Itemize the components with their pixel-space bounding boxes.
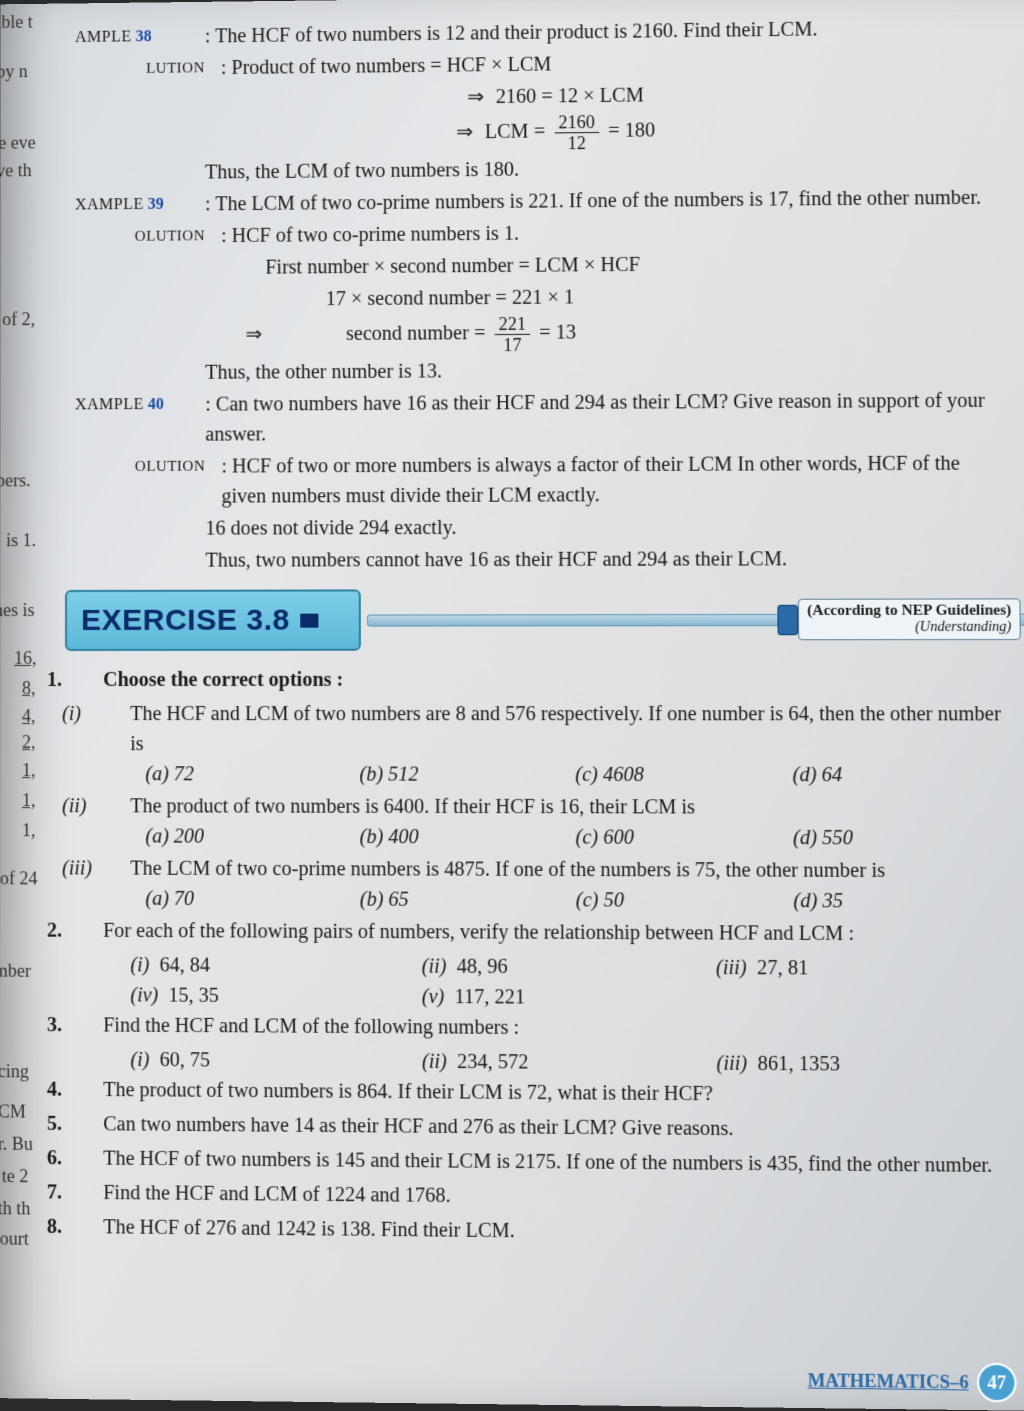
page-number: 47 bbox=[977, 1363, 1017, 1403]
option-b: (b) 512 bbox=[359, 763, 418, 785]
q1-ii-options: (a) 200 (b) 400 (c) 600 (d) 550 bbox=[145, 821, 1012, 853]
frag: 2, bbox=[22, 732, 36, 754]
math-lhs: LCM = bbox=[485, 121, 545, 144]
frag: e eve bbox=[0, 133, 36, 155]
flag-icon bbox=[300, 613, 318, 627]
solution-label: LUTION bbox=[146, 60, 205, 77]
question-5: 5.Can two numbers have 14 as their HCF a… bbox=[103, 1109, 1014, 1146]
book-title: MATHEMATICS–6 bbox=[808, 1370, 969, 1393]
question-2: 2.For each of the following pairs of num… bbox=[103, 916, 1013, 950]
frag: mber bbox=[0, 961, 31, 983]
math-result: = 13 bbox=[539, 322, 576, 344]
frag: ve th bbox=[0, 160, 32, 182]
frag: of 2, bbox=[2, 309, 35, 331]
exercise-title: EXERCISE 3.8 bbox=[65, 589, 361, 651]
frag: 16, bbox=[14, 648, 37, 670]
option-c: (c) 600 bbox=[575, 826, 634, 848]
frag: fourt bbox=[0, 1228, 29, 1250]
page-content: AMPLE 38 : The HCF of two numbers is 12 … bbox=[75, 12, 1015, 1255]
question-7: 7.Find the HCF and LCM of 1224 and 1768. bbox=[103, 1178, 1015, 1216]
math-step: First number × second number = LCM × HCF bbox=[205, 247, 1007, 283]
frag: of 24 bbox=[0, 868, 37, 890]
q1-ii: (ii)The product of two numbers is 6400. … bbox=[130, 791, 1012, 823]
math-lhs: second number = bbox=[346, 322, 485, 345]
fraction: 22117 bbox=[494, 315, 530, 354]
solution-label: OLUTION bbox=[135, 459, 205, 475]
question-6: 6.The HCF of two numbers is 145 and thei… bbox=[103, 1143, 1015, 1181]
solution-line: 16 does not divide 294 exactly. bbox=[205, 511, 1009, 544]
question-3: 3.Find the HCF and LCM of the following … bbox=[103, 1010, 1014, 1046]
frag: CM bbox=[0, 1101, 26, 1123]
example-number: 38 bbox=[136, 28, 152, 45]
example-40: XAMPLE 40 : Can two numbers have 16 as t… bbox=[75, 385, 1009, 450]
q1-iii-options: (a) 70 (b) 65 (c) 50 (d) 35 bbox=[145, 884, 1012, 917]
question-8: 8.The HCF of 276 and 1242 is 138. Find t… bbox=[103, 1212, 1015, 1251]
conclusion: Thus, the LCM of two numbers is 180. bbox=[205, 150, 1007, 187]
implies-arrow: ⇒ bbox=[460, 82, 490, 112]
conclusion: Thus, the other number is 13. bbox=[205, 353, 1008, 388]
option-a: (a) 72 bbox=[145, 763, 194, 785]
frag: 1, bbox=[22, 790, 36, 812]
example-number: 40 bbox=[148, 396, 164, 413]
math-step: 17 × second number = 221 × 1 bbox=[205, 279, 1008, 315]
frag: 8, bbox=[22, 678, 36, 700]
option-d: (d) 550 bbox=[793, 827, 853, 850]
option-a: (a) 70 bbox=[145, 888, 194, 910]
solution-label: OLUTION bbox=[135, 228, 205, 244]
frag: te 2 bbox=[2, 1166, 29, 1188]
option-b: (b) 65 bbox=[360, 888, 409, 910]
frag: r. Bu bbox=[0, 1134, 33, 1156]
option-c: (c) 50 bbox=[576, 889, 624, 911]
q1-i: (i)The HCF and LCM of two numbers are 8 … bbox=[130, 699, 1011, 760]
frag: nes is bbox=[0, 600, 35, 622]
frag: bers. bbox=[0, 470, 31, 492]
frag: 1, bbox=[22, 820, 36, 842]
example-label: AMPLE bbox=[75, 28, 132, 45]
q2-row1: (i) 64, 84 (ii) 48, 96 (iii) 27, 81 bbox=[130, 950, 1013, 985]
frag: 1, bbox=[22, 760, 36, 782]
solution-line: : HCF of two co-prime numbers is 1. bbox=[221, 215, 1007, 251]
frag: by n bbox=[0, 61, 28, 83]
question-4: 4.The product of two numbers is 864. If … bbox=[103, 1075, 1014, 1112]
frag: ible t bbox=[0, 12, 33, 34]
fraction: 216012 bbox=[554, 113, 599, 152]
q1-iii: (iii)The LCM of two co-prime numbers is … bbox=[130, 854, 1012, 887]
slider-icon bbox=[777, 604, 798, 634]
example-question: : The LCM of two co-prime numbers is 221… bbox=[205, 182, 1007, 219]
q2-row2: (iv) 15, 35 (v) 117, 221 bbox=[130, 980, 1013, 1015]
example-39: XAMPLE 39 : The LCM of two co-prime numb… bbox=[75, 182, 1007, 220]
frag: is 1. bbox=[6, 530, 36, 552]
implies-arrow: ⇒ bbox=[245, 320, 275, 350]
question-1: 1.Choose the correct options : bbox=[103, 664, 1011, 695]
option-d: (d) 64 bbox=[793, 764, 843, 786]
exercise-header: EXERCISE 3.8 (According to NEP Guideline… bbox=[65, 588, 1021, 651]
example-label: XAMPLE bbox=[75, 196, 144, 213]
example-number: 39 bbox=[148, 196, 164, 213]
option-a: (a) 200 bbox=[145, 825, 204, 847]
frag: 4, bbox=[22, 706, 36, 728]
implies-arrow: ⇒ bbox=[449, 117, 479, 147]
frag: th th bbox=[0, 1198, 30, 1220]
conclusion: Thus, two numbers cannot have 16 as thei… bbox=[205, 544, 1009, 576]
example-question: : Can two numbers have 16 as their HCF a… bbox=[205, 385, 1009, 449]
option-b: (b) 400 bbox=[360, 826, 419, 848]
nep-badge: (According to NEP Guidelines) (Understan… bbox=[798, 598, 1021, 640]
textbook-page: ible t by n e eve ve th of 2, bers. is 1… bbox=[0, 0, 1024, 1411]
example-label: XAMPLE bbox=[75, 396, 144, 413]
option-c: (c) 4608 bbox=[575, 764, 644, 786]
frag: cing bbox=[0, 1061, 29, 1083]
math-result: = 180 bbox=[608, 120, 655, 142]
math-step: 2160 = 12 × LCM bbox=[496, 85, 644, 109]
option-d: (d) 35 bbox=[793, 890, 843, 913]
page-footer: MATHEMATICS–6 47 bbox=[808, 1361, 1017, 1403]
solution-line: : HCF of two or more numbers is always a… bbox=[221, 448, 1009, 511]
q1-i-options: (a) 72 (b) 512 (c) 4608 (d) 64 bbox=[145, 759, 1011, 791]
